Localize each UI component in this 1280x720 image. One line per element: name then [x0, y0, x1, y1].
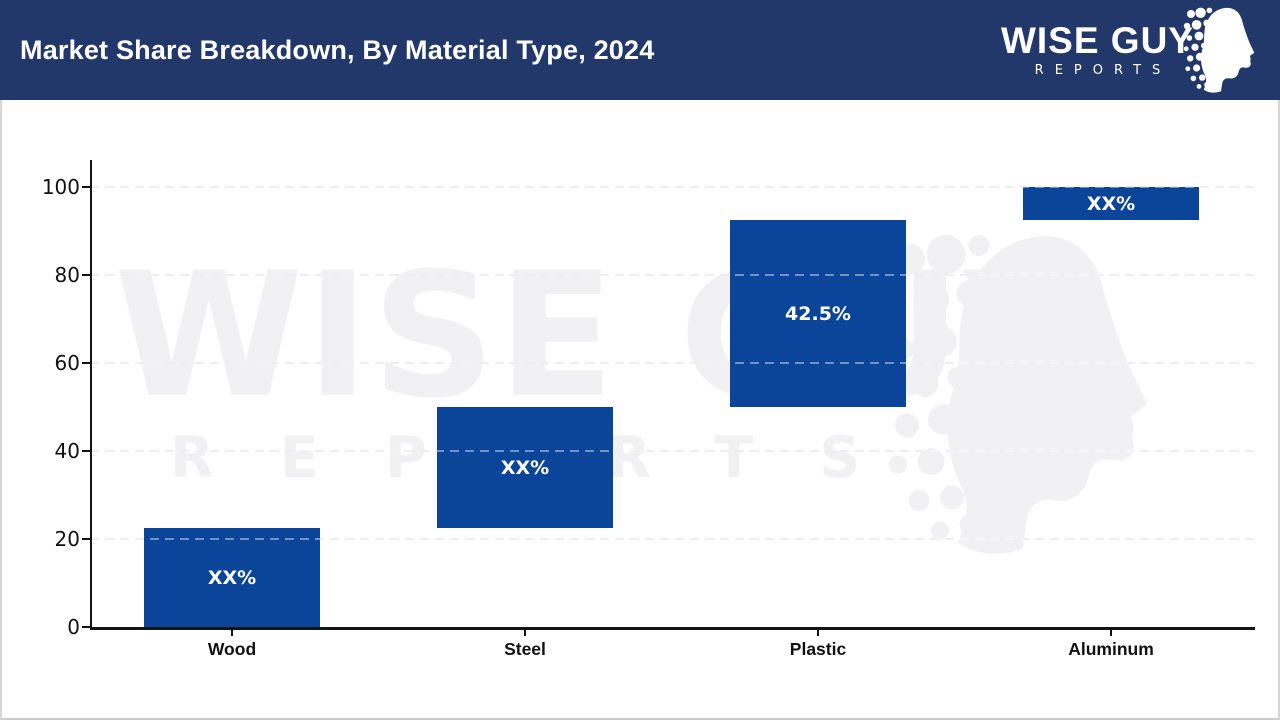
bar-aluminum — [1023, 187, 1199, 220]
gridline-80 — [90, 274, 1255, 276]
y-tick-label-80: 80 — [54, 263, 80, 287]
gridline-overlay-100 — [90, 186, 1255, 188]
y-tick-20 — [82, 538, 90, 540]
chart-area: WISE GUY REPORTS 020406080100XX%WoodXX%S… — [0, 100, 1280, 720]
gridline-overlay-80 — [90, 274, 1255, 276]
gridline-60 — [90, 362, 1255, 364]
x-tick-label-aluminum: Aluminum — [1068, 639, 1154, 659]
y-tick-40 — [82, 450, 90, 452]
x-tick-plastic — [817, 627, 819, 636]
y-tick-label-40: 40 — [54, 439, 80, 463]
y-tick-label-0: 0 — [67, 615, 80, 639]
watermark-head-icon — [883, 235, 1147, 554]
y-tick-label-20: 20 — [54, 527, 80, 551]
x-axis-spine — [90, 627, 1255, 630]
y-tick-0 — [82, 626, 90, 628]
x-tick-label-steel: Steel — [504, 639, 546, 659]
gridline-overlay-40 — [90, 450, 1255, 452]
logo-wordmark: WISE GUY — [1000, 20, 1194, 61]
gridline-40 — [90, 450, 1255, 452]
logo-subtitle: REPORTS — [1034, 63, 1172, 78]
wiseguy-logo: WISE GUY REPORTS — [1001, 4, 1266, 96]
gridline-overlay-60 — [90, 362, 1255, 364]
gridline-overlay-20 — [90, 538, 1255, 540]
bar-wood — [144, 528, 320, 627]
y-axis-spine — [90, 160, 92, 629]
page-title: Market Share Breakdown, By Material Type… — [20, 34, 655, 65]
gridline-20 — [90, 538, 1255, 540]
y-tick-100 — [82, 186, 90, 188]
y-tick-80 — [82, 274, 90, 276]
bar-label-steel: XX% — [500, 456, 550, 479]
y-tick-label-60: 60 — [54, 351, 80, 375]
header: Market Share Breakdown, By Material Type… — [0, 0, 1280, 100]
bar-steel — [437, 407, 613, 528]
gridline-100 — [90, 186, 1255, 188]
y-tick-label-100: 100 — [41, 175, 80, 199]
y-tick-60 — [82, 362, 90, 364]
x-tick-aluminum — [1110, 627, 1112, 636]
x-tick-label-plastic: Plastic — [789, 639, 847, 659]
x-tick-wood — [231, 627, 233, 636]
x-tick-label-wood: Wood — [207, 639, 257, 659]
x-tick-steel — [524, 627, 526, 636]
bar-label-aluminum: XX% — [1086, 192, 1136, 215]
bar-plastic — [730, 220, 906, 407]
bar-label-wood: XX% — [207, 566, 257, 589]
bar-label-plastic: 42.5% — [785, 302, 851, 325]
wiseguy-logo-text: WISE GUY REPORTS — [1001, 22, 1194, 78]
